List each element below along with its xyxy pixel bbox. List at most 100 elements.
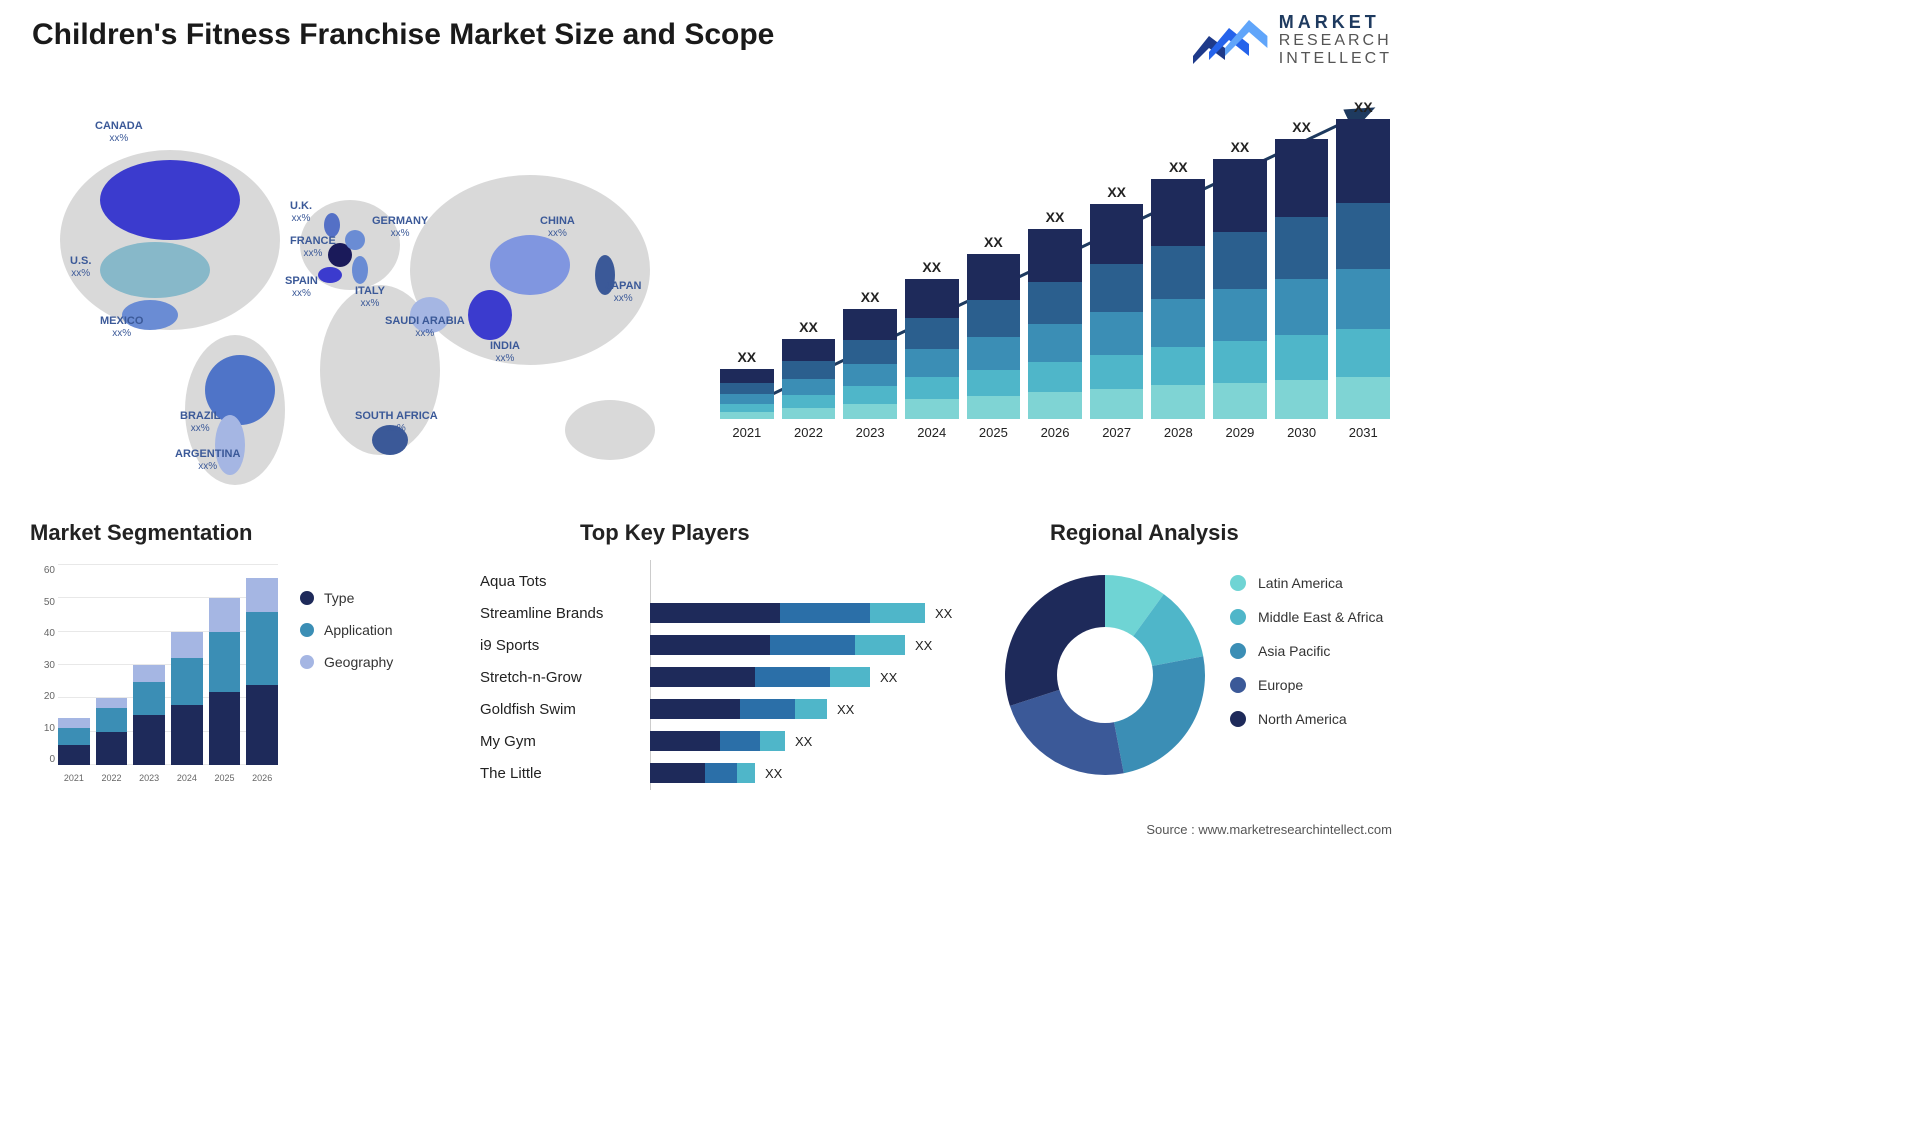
growth-bar-label: XX [1292,119,1311,135]
region-swatch [1230,575,1246,591]
seg-ytick: 20 [30,691,55,702]
growth-seg [1028,324,1082,362]
growth-seg [905,279,959,318]
growth-seg [782,361,836,379]
growth-seg [1090,355,1144,389]
growth-year-label: 2028 [1164,425,1193,440]
player-value: XX [837,702,854,717]
growth-col-2022: XX2022 [782,319,836,440]
player-seg [650,731,720,751]
growth-bar-label: XX [1231,139,1250,155]
growth-seg [1090,264,1144,311]
player-name: Stretch-n-Grow [480,669,650,686]
seg-seg [209,598,241,631]
player-bar: XX [650,603,970,623]
growth-bar-label: XX [1107,184,1126,200]
growth-year-label: 2021 [732,425,761,440]
region-legend-label: Middle East & Africa [1258,609,1383,625]
growth-col-2028: XX 2028 [1151,159,1205,440]
growth-seg [1151,299,1205,347]
seg-bar [96,698,128,765]
growth-bar-label: XX [799,319,818,335]
growth-seg [782,379,836,395]
seg-legend-label: Geography [324,654,393,670]
growth-bar-label: XX [1046,209,1065,225]
growth-seg [1336,203,1390,269]
map-label-germany: GERMANYxx% [372,215,428,240]
player-seg [720,731,760,751]
logo-line1: MARKET [1279,13,1392,33]
player-seg [855,635,905,655]
growth-seg [967,337,1021,370]
seg-bar [246,578,278,765]
player-seg [650,667,755,687]
segmentation-legend: TypeApplicationGeography [300,590,393,670]
seg-seg [96,732,128,765]
player-seg [650,699,740,719]
region-legend-label: Europe [1258,677,1303,693]
player-bar [650,571,970,591]
player-seg [760,731,785,751]
growth-col-2026: XX2026 [1028,209,1082,440]
region-swatch [1230,711,1246,727]
world-map: CANADAxx%U.S.xx%MEXICOxx%BRAZILxx%ARGENT… [30,90,690,490]
growth-bar [782,339,836,419]
growth-seg [1090,204,1144,264]
growth-seg [720,383,774,394]
players-title: Top Key Players [580,520,970,546]
player-seg [795,699,827,719]
player-seg [740,699,795,719]
page-title: Children's Fitness Franchise Market Size… [32,18,774,52]
growth-seg [1275,217,1329,279]
player-name: Aqua Tots [480,573,650,590]
map-label-spain: SPAINxx% [285,275,318,300]
growth-seg [720,394,774,404]
player-row: My GymXX [480,725,970,757]
map-label-southafrica: SOUTH AFRICAxx% [355,410,438,435]
growth-seg [843,386,897,404]
player-value: XX [765,766,782,781]
region-legend-label: Latin America [1258,575,1343,591]
growth-bar-label: XX [737,349,756,365]
growth-seg [782,339,836,361]
growth-bar-label: XX [984,234,1003,250]
seg-seg [171,705,203,765]
seg-year: 2026 [246,773,278,783]
player-name: Goldfish Swim [480,701,650,718]
player-row: i9 SportsXX [480,629,970,661]
growth-col-2029: XX2029 [1213,139,1267,440]
growth-seg [1151,246,1205,299]
player-value: XX [880,670,897,685]
player-bar: XX [650,731,970,751]
source-text: Source : www.marketresearchintellect.com [1146,822,1392,837]
player-bar: XX [650,763,970,783]
seg-ytick: 60 [30,565,55,576]
map-label-mexico: MEXICOxx% [100,315,143,340]
regional-title: Regional Analysis [1050,520,1400,546]
growth-bar-label: XX [1169,159,1188,175]
growth-year-label: 2023 [856,425,885,440]
growth-col-2023: XX2023 [843,289,897,440]
map-region-india [468,290,512,340]
segmentation-chart: 0102030405060 202120222023202420252026 [30,565,280,795]
player-value: XX [915,638,932,653]
map-region-china [490,235,570,295]
player-seg [705,763,737,783]
region-swatch [1230,677,1246,693]
player-seg [650,603,780,623]
seg-year: 2022 [96,773,128,783]
growth-col-2021: XX 2021 [720,349,774,440]
seg-swatch [300,655,314,669]
seg-bar [171,632,203,765]
growth-bar [1275,139,1329,419]
growth-bar [967,254,1021,419]
map-label-france: FRANCExx% [290,235,336,260]
seg-seg [58,718,90,728]
growth-seg [1151,385,1205,419]
growth-col-2030: XX2030 [1275,119,1329,440]
growth-seg [1336,329,1390,377]
growth-seg [905,399,959,419]
seg-ytick: 30 [30,660,55,671]
seg-seg [133,715,165,765]
growth-bar [1336,119,1390,419]
